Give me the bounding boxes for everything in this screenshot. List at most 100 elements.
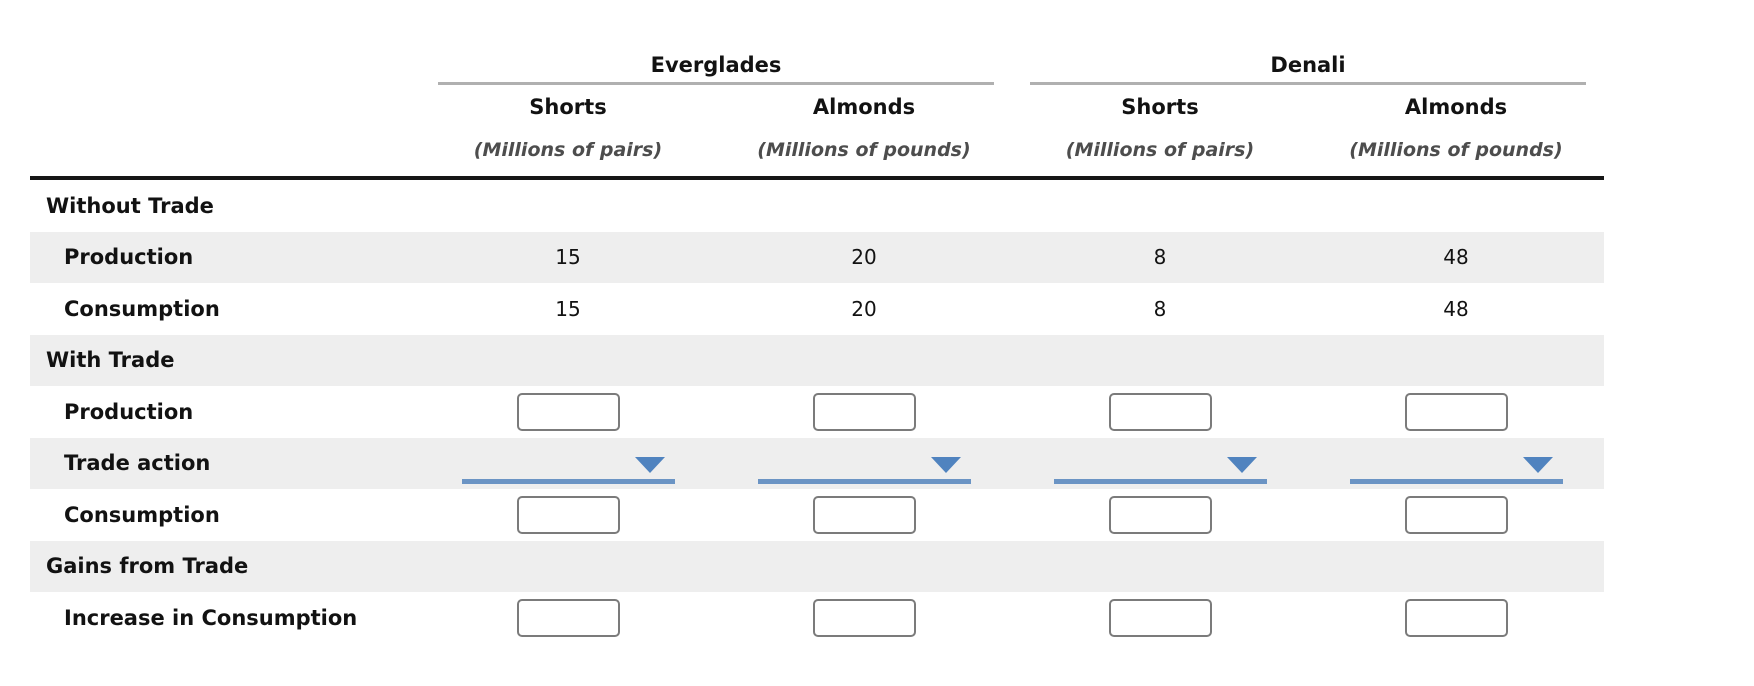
group-underline-everglades: [438, 82, 994, 85]
header-spacer-cell: [30, 85, 420, 130]
section-row-with-trade: With Trade: [30, 334, 1604, 387]
denali-shorts-with-trade-production-input[interactable]: [1108, 392, 1212, 431]
row-label: Increase in Consumption: [64, 605, 358, 630]
empty-cell: [420, 335, 716, 387]
section-label: With Trade: [46, 348, 175, 373]
row-label: Trade action: [64, 451, 211, 476]
denali-almonds-trade-action-dropdown[interactable]: [1349, 457, 1563, 484]
col-head-denali-almonds: Almonds: [1404, 95, 1508, 119]
value-cell: 15: [420, 232, 716, 284]
input-cell: [1012, 489, 1308, 541]
value-cell: 48: [1308, 283, 1604, 335]
group-title-denali: Denali: [1270, 53, 1346, 77]
col-unit-denali-shorts: (Millions of pairs): [1065, 139, 1255, 161]
col-head-everglades-shorts: Shorts: [529, 95, 607, 119]
col-unit-everglades-shorts: (Millions of pairs): [473, 139, 663, 161]
empty-cell: [716, 541, 1012, 593]
group-header-row: Everglades Denali: [30, 48, 1604, 85]
everglades-almonds-with-trade-production-input[interactable]: [812, 392, 916, 431]
everglades-shorts-with-trade-production-input[interactable]: [516, 392, 620, 431]
value-denali-shorts-consumption: 8: [1153, 296, 1167, 321]
dropdown-cell: [716, 438, 1012, 490]
input-cell: [1012, 386, 1308, 438]
dropdown-cell: [1308, 438, 1604, 490]
empty-cell: [420, 541, 716, 593]
header-spacer-cell: [30, 130, 420, 170]
value-denali-almonds-production: 48: [1443, 245, 1469, 270]
col-head-denali-shorts: Shorts: [1121, 95, 1199, 119]
input-cell: [420, 386, 716, 438]
header-spacer-cell: [30, 48, 420, 85]
section-label: Gains from Trade: [46, 554, 249, 579]
group-denali: Denali: [1012, 48, 1604, 85]
value-cell: 20: [716, 232, 1012, 284]
value-everglades-almonds-production: 20: [851, 245, 877, 270]
dropdown-arrow-icon: [634, 457, 665, 473]
dropdown-arrow-icon: [1226, 457, 1257, 473]
input-cell: [420, 489, 716, 541]
table-row-increase-in-consumption: Increase in Consumption: [30, 592, 1604, 644]
everglades-shorts-increase-in-consumption-input[interactable]: [516, 598, 620, 637]
table-row-without-trade-production: Production 15 20 8 48: [30, 231, 1604, 284]
column-header-row: Shorts Almonds Shorts Almonds: [30, 85, 1604, 130]
table-row-without-trade-consumption: Consumption 15 20 8 48: [30, 283, 1604, 335]
section-label: Without Trade: [46, 193, 214, 218]
denali-shorts-trade-action-dropdown[interactable]: [1053, 457, 1267, 484]
row-label: Consumption: [64, 296, 220, 321]
denali-shorts-with-trade-consumption-input[interactable]: [1108, 495, 1212, 534]
everglades-almonds-with-trade-consumption-input[interactable]: [812, 495, 916, 534]
input-cell: [716, 592, 1012, 644]
column-unit-row: (Millions of pairs) (Millions of pounds)…: [30, 130, 1604, 170]
dropdown-cell: [420, 438, 716, 490]
everglades-shorts-with-trade-consumption-input[interactable]: [516, 495, 620, 534]
input-cell: [716, 386, 1012, 438]
empty-cell: [1308, 180, 1604, 232]
everglades-almonds-trade-action-dropdown[interactable]: [757, 457, 971, 484]
section-row-gains-from-trade: Gains from Trade: [30, 540, 1604, 593]
input-cell: [420, 592, 716, 644]
input-cell: [1308, 592, 1604, 644]
empty-cell: [1012, 541, 1308, 593]
denali-almonds-with-trade-consumption-input[interactable]: [1404, 495, 1508, 534]
empty-cell: [716, 335, 1012, 387]
group-underline-denali: [1030, 82, 1586, 85]
empty-cell: [1012, 335, 1308, 387]
comparative-advantage-table: Everglades Denali Shorts Almonds Shorts …: [30, 48, 1604, 644]
value-cell: 48: [1308, 232, 1604, 284]
denali-shorts-increase-in-consumption-input[interactable]: [1108, 598, 1212, 637]
everglades-almonds-increase-in-consumption-input[interactable]: [812, 598, 916, 637]
col-unit-denali-almonds: (Millions of pounds): [1349, 139, 1563, 161]
input-cell: [1308, 386, 1604, 438]
section-row-without-trade: Without Trade: [30, 180, 1604, 232]
dropdown-cell: [1012, 438, 1308, 490]
input-cell: [716, 489, 1012, 541]
value-cell: 15: [420, 283, 716, 335]
empty-cell: [1308, 541, 1604, 593]
value-denali-shorts-production: 8: [1153, 245, 1167, 270]
table-row-with-trade-consumption: Consumption: [30, 489, 1604, 541]
denali-almonds-with-trade-production-input[interactable]: [1404, 392, 1508, 431]
input-cell: [1308, 489, 1604, 541]
dropdown-arrow-icon: [930, 457, 961, 473]
input-cell: [1012, 592, 1308, 644]
row-label: Production: [64, 399, 194, 424]
denali-almonds-increase-in-consumption-input[interactable]: [1404, 598, 1508, 637]
col-head-everglades-almonds: Almonds: [812, 95, 916, 119]
table-row-trade-action: Trade action: [30, 437, 1604, 490]
value-everglades-almonds-consumption: 20: [851, 296, 877, 321]
value-everglades-shorts-consumption: 15: [555, 296, 581, 321]
empty-cell: [716, 180, 1012, 232]
row-label: Consumption: [64, 502, 220, 527]
value-cell: 8: [1012, 232, 1308, 284]
value-everglades-shorts-production: 15: [555, 245, 581, 270]
empty-cell: [420, 180, 716, 232]
group-everglades: Everglades: [420, 48, 1012, 85]
group-title-everglades: Everglades: [650, 53, 782, 77]
value-denali-almonds-consumption: 48: [1443, 296, 1469, 321]
value-cell: 20: [716, 283, 1012, 335]
value-cell: 8: [1012, 283, 1308, 335]
col-unit-everglades-almonds: (Millions of pounds): [757, 139, 971, 161]
everglades-shorts-trade-action-dropdown[interactable]: [461, 457, 675, 484]
empty-cell: [1012, 180, 1308, 232]
